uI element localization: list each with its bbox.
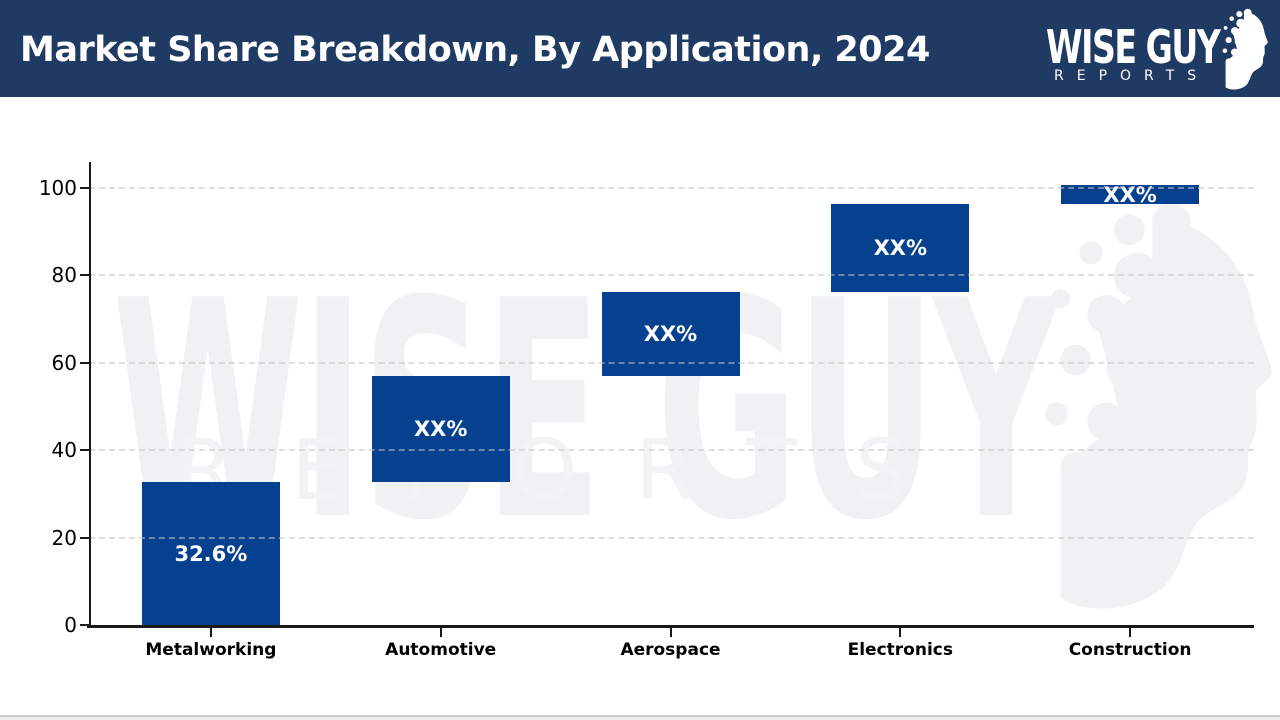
logo-reports-text: REPORTS bbox=[1054, 68, 1210, 84]
x-category-label: Electronics bbox=[847, 640, 953, 660]
y-tick-label: 60 bbox=[51, 350, 77, 375]
watermark-reports-text: REPORTS bbox=[175, 421, 967, 519]
y-tick-label: 80 bbox=[51, 263, 77, 287]
x-axis bbox=[87, 625, 1254, 628]
gridline-100 bbox=[89, 186, 1254, 189]
logo-wiseguy-text: WISE GUY bbox=[1046, 20, 1221, 74]
y-tick-label: 100 bbox=[38, 175, 77, 200]
bottom-divider bbox=[0, 715, 1280, 717]
wise-guy-reports-logo: WISE GUY REPORTS bbox=[1018, 6, 1268, 94]
header-bar: Market Share Breakdown, By Application, … bbox=[0, 0, 1280, 97]
x-tick-mark bbox=[439, 628, 442, 637]
y-tick-label: 20 bbox=[51, 525, 77, 550]
gridline-60 bbox=[89, 361, 1254, 364]
x-tick-mark bbox=[209, 628, 212, 637]
bottom-strip bbox=[0, 717, 1280, 720]
bar-value-label: 32.6% bbox=[174, 541, 248, 566]
bar-metalworking: 32.6% bbox=[141, 482, 280, 625]
watermark-head-icon bbox=[1045, 203, 1272, 609]
gridline-20 bbox=[89, 536, 1254, 539]
x-tick-mark bbox=[899, 628, 902, 637]
x-category-label: Aerospace bbox=[620, 640, 721, 660]
y-tick-mark bbox=[80, 186, 89, 189]
y-tick-mark bbox=[80, 449, 89, 451]
gridline-80 bbox=[89, 274, 1254, 276]
bar-value-label: XX% bbox=[873, 235, 928, 260]
logo-head-icon bbox=[1222, 8, 1268, 90]
x-tick-mark bbox=[1129, 628, 1132, 637]
gridline-40 bbox=[89, 449, 1254, 451]
bar-value-label: XX% bbox=[413, 417, 468, 441]
bar-value-label: XX% bbox=[643, 321, 698, 346]
y-tick-mark bbox=[80, 624, 89, 626]
x-category-label: Metalworking bbox=[145, 640, 277, 660]
y-tick-mark bbox=[80, 361, 89, 364]
y-tick-label: 0 bbox=[64, 613, 77, 637]
y-axis bbox=[89, 162, 91, 627]
page-title: Market Share Breakdown, By Application, … bbox=[20, 30, 930, 70]
x-category-label: Automotive bbox=[385, 640, 497, 660]
y-tick-mark bbox=[80, 274, 89, 276]
y-tick-mark bbox=[80, 536, 89, 539]
x-tick-mark bbox=[669, 628, 672, 637]
y-tick-label: 40 bbox=[51, 438, 77, 462]
x-category-label: Construction bbox=[1068, 640, 1192, 660]
bar-electronics: XX% bbox=[831, 204, 970, 292]
bar-automotive: XX% bbox=[371, 375, 510, 483]
